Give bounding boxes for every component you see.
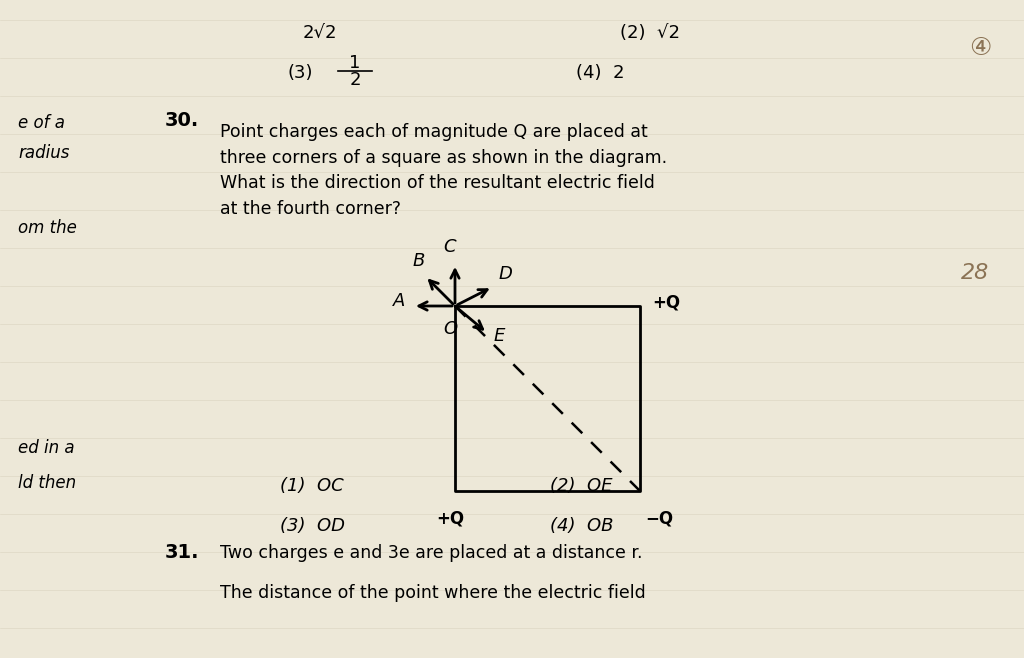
Text: (2)  OE: (2) OE [550,477,612,495]
Text: 30.: 30. [165,111,200,130]
Text: (4)  2: (4) 2 [575,64,625,82]
Text: +Q: +Q [652,294,680,312]
Text: ld then: ld then [18,474,76,492]
Text: D: D [499,265,512,283]
Text: B: B [412,252,425,270]
Text: 1: 1 [349,54,360,72]
Text: (4)  OB: (4) OB [550,517,613,535]
Text: (1)  OC: (1) OC [280,477,344,495]
Text: 2√2: 2√2 [303,24,337,42]
Text: ed in a: ed in a [18,439,75,457]
Text: (3)  OD: (3) OD [280,517,345,535]
Text: −Q: −Q [645,509,673,527]
Text: radius: radius [18,144,70,162]
Text: O: O [443,320,457,338]
Text: om the: om the [18,219,77,237]
Text: A: A [392,292,406,310]
Text: (2)  √2: (2) √2 [620,24,680,42]
Text: +Q: +Q [436,509,464,527]
Text: 28: 28 [961,263,989,283]
Text: (3): (3) [288,64,312,82]
Text: Point charges each of magnitude Q are placed at
three corners of a square as sho: Point charges each of magnitude Q are pl… [220,123,667,218]
Text: e of a: e of a [18,114,65,132]
Text: C: C [443,238,457,256]
Text: The distance of the point where the electric field: The distance of the point where the elec… [220,584,646,602]
Text: E: E [494,327,505,345]
Text: 2: 2 [349,71,360,89]
Text: 31.: 31. [165,544,200,563]
Text: ④: ④ [969,36,991,60]
Text: Two charges e and 3e are placed at a distance r.: Two charges e and 3e are placed at a dis… [220,544,642,562]
